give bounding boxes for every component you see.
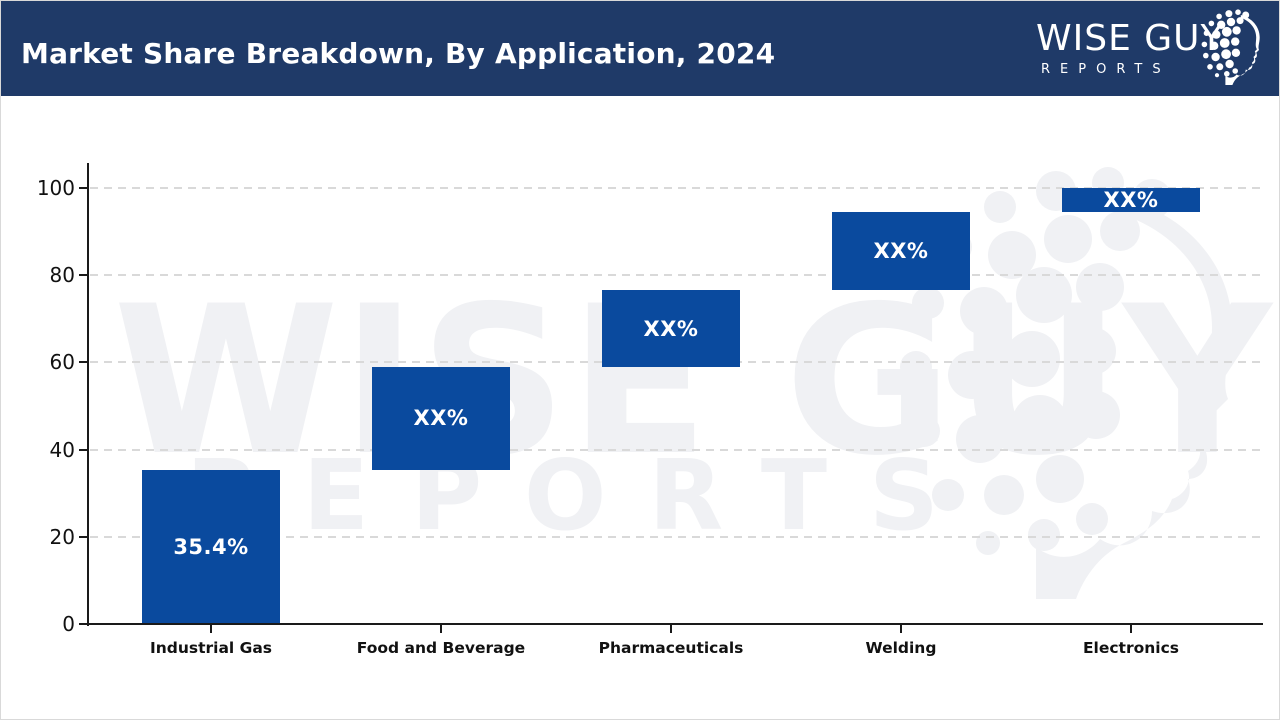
wiseguy-logo: WISE GUY REPORTS <box>1011 6 1269 92</box>
x-category-label: Pharmaceuticals <box>598 639 744 657</box>
y-axis-tick <box>79 187 87 189</box>
y-tick-label: 40 <box>49 437 75 462</box>
x-axis-tick <box>210 625 212 633</box>
x-axis-tick <box>900 625 902 633</box>
x-category-label: Industrial Gas <box>149 639 273 657</box>
header-bar: Market Share Breakdown, By Application, … <box>1 1 1279 96</box>
bar: XX% <box>372 367 510 470</box>
bar: XX% <box>1062 188 1200 213</box>
bar-value-label: XX% <box>1103 188 1159 213</box>
y-axis-tick <box>79 623 87 625</box>
y-tick-label: 100 <box>36 176 75 200</box>
y-axis-tick <box>79 535 87 538</box>
gridline <box>90 274 1263 277</box>
y-axis-tick <box>79 361 87 364</box>
logo-head-icon <box>1201 9 1260 85</box>
x-category-label: Electronics <box>1082 639 1180 657</box>
bar: XX% <box>602 290 740 368</box>
gridline <box>90 535 1263 538</box>
bar: 35.4% <box>142 469 280 624</box>
x-axis-tick <box>440 625 442 633</box>
x-category-label: Food and Beverage <box>356 639 526 657</box>
logo-subtext: REPORTS <box>1041 62 1171 77</box>
y-tick-label: 20 <box>49 524 75 549</box>
y-axis <box>87 163 89 626</box>
bar: XX% <box>832 212 970 290</box>
y-axis-tick <box>79 274 87 277</box>
y-tick-label: 60 <box>49 350 75 375</box>
gridline <box>90 448 1263 451</box>
x-axis-tick <box>1130 625 1132 633</box>
bar-value-label: XX% <box>873 239 929 264</box>
y-tick-label: 0 <box>62 612 75 636</box>
x-axis <box>87 623 1263 625</box>
x-axis-tick <box>670 625 672 633</box>
logo-wordmark: WISE GUY <box>1036 18 1224 59</box>
x-category-label: Welding <box>865 639 937 657</box>
bar-value-label: XX% <box>413 406 469 431</box>
bar-value-label: XX% <box>643 316 699 341</box>
gridline <box>90 187 1263 189</box>
page-title: Market Share Breakdown, By Application, … <box>21 37 776 70</box>
y-axis-tick <box>79 448 87 451</box>
watermark-subtext: REPORTS <box>186 439 981 552</box>
y-tick-label: 80 <box>49 263 75 288</box>
bar-value-label: 35.4% <box>173 534 249 559</box>
